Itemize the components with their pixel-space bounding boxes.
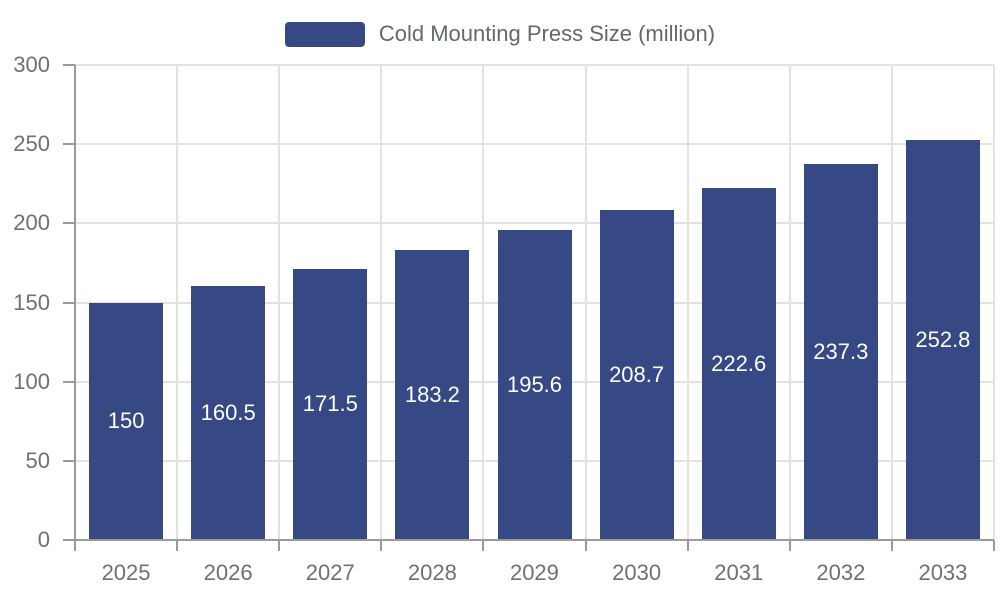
x-axis-tick (278, 540, 281, 551)
bar-value-label: 183.2 (404, 381, 460, 407)
x-axis-label: 2026 (203, 560, 253, 585)
bar: 160.5 (191, 285, 266, 540)
bar-value-label: 208.7 (609, 361, 665, 387)
y-axis-tick (63, 539, 75, 541)
y-axis-label: 50 (25, 447, 50, 473)
bar: 252.8 (905, 139, 980, 540)
legend-swatch[interactable] (284, 21, 365, 47)
x-axis-tick (993, 540, 995, 551)
y-axis-label: 300 (13, 52, 50, 77)
y-axis-tick (63, 301, 75, 304)
v-gridline (482, 65, 485, 540)
x-axis-label: 2027 (305, 560, 355, 585)
x-axis-tick (482, 540, 485, 551)
bar-value-label: 237.3 (813, 339, 869, 365)
plot-area: 150 160.5 171.5 183.2 195.6 208.7 222.6 237.3 25… (75, 64, 995, 540)
y-axis-tick (63, 143, 75, 146)
v-gridline (584, 65, 587, 540)
v-gridline (686, 65, 689, 540)
x-axis-tick (686, 540, 689, 551)
x-axis-tick (380, 540, 383, 551)
bar-value-label: 252.8 (915, 326, 971, 352)
bar-value-label: 222.6 (711, 350, 767, 376)
y-axis-tick (63, 64, 75, 66)
bar: 195.6 (497, 230, 572, 540)
bar-value-label: 160.5 (200, 399, 256, 425)
bar: 237.3 (803, 164, 878, 540)
x-axis-tick (584, 540, 587, 551)
y-axis-tick (63, 380, 75, 383)
x-axis-label: 2029 (509, 560, 559, 585)
v-gridline (993, 65, 995, 540)
x-axis-tick (890, 540, 893, 551)
y-axis-label: 150 (13, 289, 50, 315)
v-gridline (176, 65, 179, 540)
bar-value-label: 195.6 (506, 372, 563, 398)
y-axis-label: 100 (13, 368, 50, 394)
v-gridline (890, 65, 893, 540)
legend[interactable]: Cold Mounting Press Size (million) (0, 21, 1000, 47)
x-axis-label: 2032 (816, 560, 866, 585)
bar-value-label: 150 (107, 408, 145, 434)
x-axis-label: 2031 (714, 560, 764, 585)
y-axis-label: 250 (13, 131, 50, 157)
x-axis-tick (788, 540, 791, 551)
legend-label[interactable]: Cold Mounting Press Size (million) (378, 21, 716, 46)
bar: 208.7 (599, 209, 674, 540)
y-axis-label: 200 (13, 210, 50, 236)
bar: 171.5 (293, 268, 368, 540)
x-axis-tick (176, 540, 179, 551)
v-gridline (788, 65, 791, 540)
x-axis-label: 2028 (407, 560, 457, 585)
x-axis-label: 2025 (101, 560, 151, 585)
bar-value-label: 171.5 (302, 391, 358, 417)
x-axis-label: 2030 (612, 560, 662, 585)
y-axis-tick (63, 459, 75, 462)
bar: 183.2 (395, 249, 470, 540)
v-gridline (278, 65, 281, 540)
y-axis-label: 0 (37, 527, 50, 552)
x-axis-label: 2033 (918, 560, 968, 585)
bar: 150 (89, 302, 164, 540)
h-gridline (75, 143, 994, 146)
x-axis-tick (74, 540, 76, 551)
y-axis-line (74, 65, 76, 540)
h-gridline (75, 64, 994, 66)
v-gridline (380, 65, 383, 540)
y-axis-tick (63, 222, 75, 225)
h-gridline (75, 222, 994, 225)
x-axis-line (74, 539, 994, 541)
bar: 222.6 (701, 187, 776, 540)
